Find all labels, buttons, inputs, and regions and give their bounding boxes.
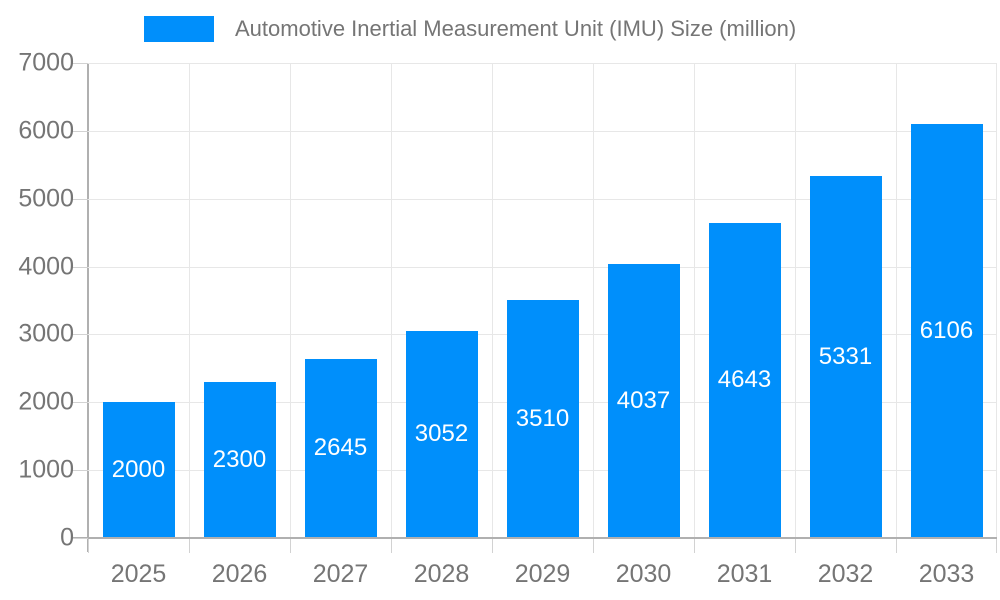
y-axis-label: 3000	[18, 319, 74, 348]
bar-value-label: 3052	[414, 420, 469, 448]
x-tick	[896, 539, 897, 553]
y-tick	[72, 470, 88, 472]
x-axis-line	[72, 537, 997, 539]
bar[interactable]: 5331	[809, 176, 882, 538]
x-tick	[996, 539, 997, 553]
x-tick	[88, 539, 89, 553]
x-tick	[290, 539, 291, 553]
y-tick	[72, 63, 88, 64]
x-gridline	[492, 63, 493, 538]
bar[interactable]: 6106	[910, 123, 983, 538]
bar-value-label: 2000	[111, 456, 166, 484]
x-gridline	[391, 63, 392, 538]
y-tick	[72, 266, 88, 268]
x-tick	[391, 539, 392, 553]
bar[interactable]: 2300	[203, 381, 276, 538]
x-axis-label: 2027	[312, 560, 369, 588]
bar-value-label: 2645	[313, 434, 368, 462]
x-gridline	[189, 63, 190, 538]
y-axis-label: 2000	[18, 387, 74, 416]
y-axis-label: 1000	[18, 455, 74, 484]
bar[interactable]: 4037	[607, 264, 680, 538]
y-tick	[72, 130, 88, 132]
bar-value-label: 2300	[212, 445, 267, 473]
x-gridline	[593, 63, 594, 538]
x-tick	[492, 539, 493, 553]
bar-value-label: 4037	[616, 387, 671, 415]
y-gridline	[88, 266, 997, 268]
bar-value-label: 3510	[515, 404, 570, 432]
bar[interactable]: 2000	[102, 402, 175, 538]
plot-area: 2000 2300 2645 3052 3510 4037 4643 5331 6106	[88, 63, 997, 538]
legend-swatch-icon	[144, 16, 214, 42]
y-axis-label: 0	[60, 523, 74, 552]
x-gridline	[996, 63, 997, 538]
x-tick	[795, 539, 796, 553]
y-tick	[72, 198, 88, 200]
legend-item[interactable]: Automotive Inertial Measurement Unit (IM…	[144, 16, 796, 42]
bar-value-label: 4643	[717, 366, 772, 394]
bar-value-label: 5331	[818, 343, 873, 371]
y-axis-line	[87, 63, 89, 552]
x-gridline	[694, 63, 695, 538]
x-axis-label: 2029	[514, 560, 571, 588]
y-gridline	[88, 63, 997, 64]
y-tick	[72, 538, 88, 539]
x-axis-label: 2033	[918, 560, 975, 588]
x-tick	[694, 539, 695, 553]
bar-value-label: 6106	[919, 316, 974, 344]
y-axis-label: 5000	[18, 184, 74, 213]
x-axis-label: 2030	[615, 560, 672, 588]
bar[interactable]: 3510	[506, 299, 579, 538]
x-gridline	[795, 63, 796, 538]
x-axis-label: 2031	[716, 560, 773, 588]
y-gridline	[88, 198, 997, 200]
x-gridline	[896, 63, 897, 538]
y-tick	[72, 334, 88, 336]
x-gridline	[290, 63, 291, 538]
y-axis-label: 6000	[18, 116, 74, 145]
legend-label: Automotive Inertial Measurement Unit (IM…	[235, 16, 797, 41]
x-axis-label: 2028	[413, 560, 470, 588]
y-tick	[72, 402, 88, 404]
x-axis-label: 2032	[817, 560, 874, 588]
y-axis-label: 4000	[18, 252, 74, 281]
x-axis-label: 2025	[110, 560, 167, 588]
x-axis-label: 2026	[211, 560, 268, 588]
x-tick	[189, 539, 190, 553]
bar[interactable]: 3052	[405, 330, 478, 538]
bar[interactable]: 2645	[304, 358, 377, 538]
y-axis-label: 7000	[18, 48, 74, 77]
y-gridline	[88, 130, 997, 132]
bar[interactable]: 4643	[708, 222, 781, 538]
x-tick	[593, 539, 594, 553]
